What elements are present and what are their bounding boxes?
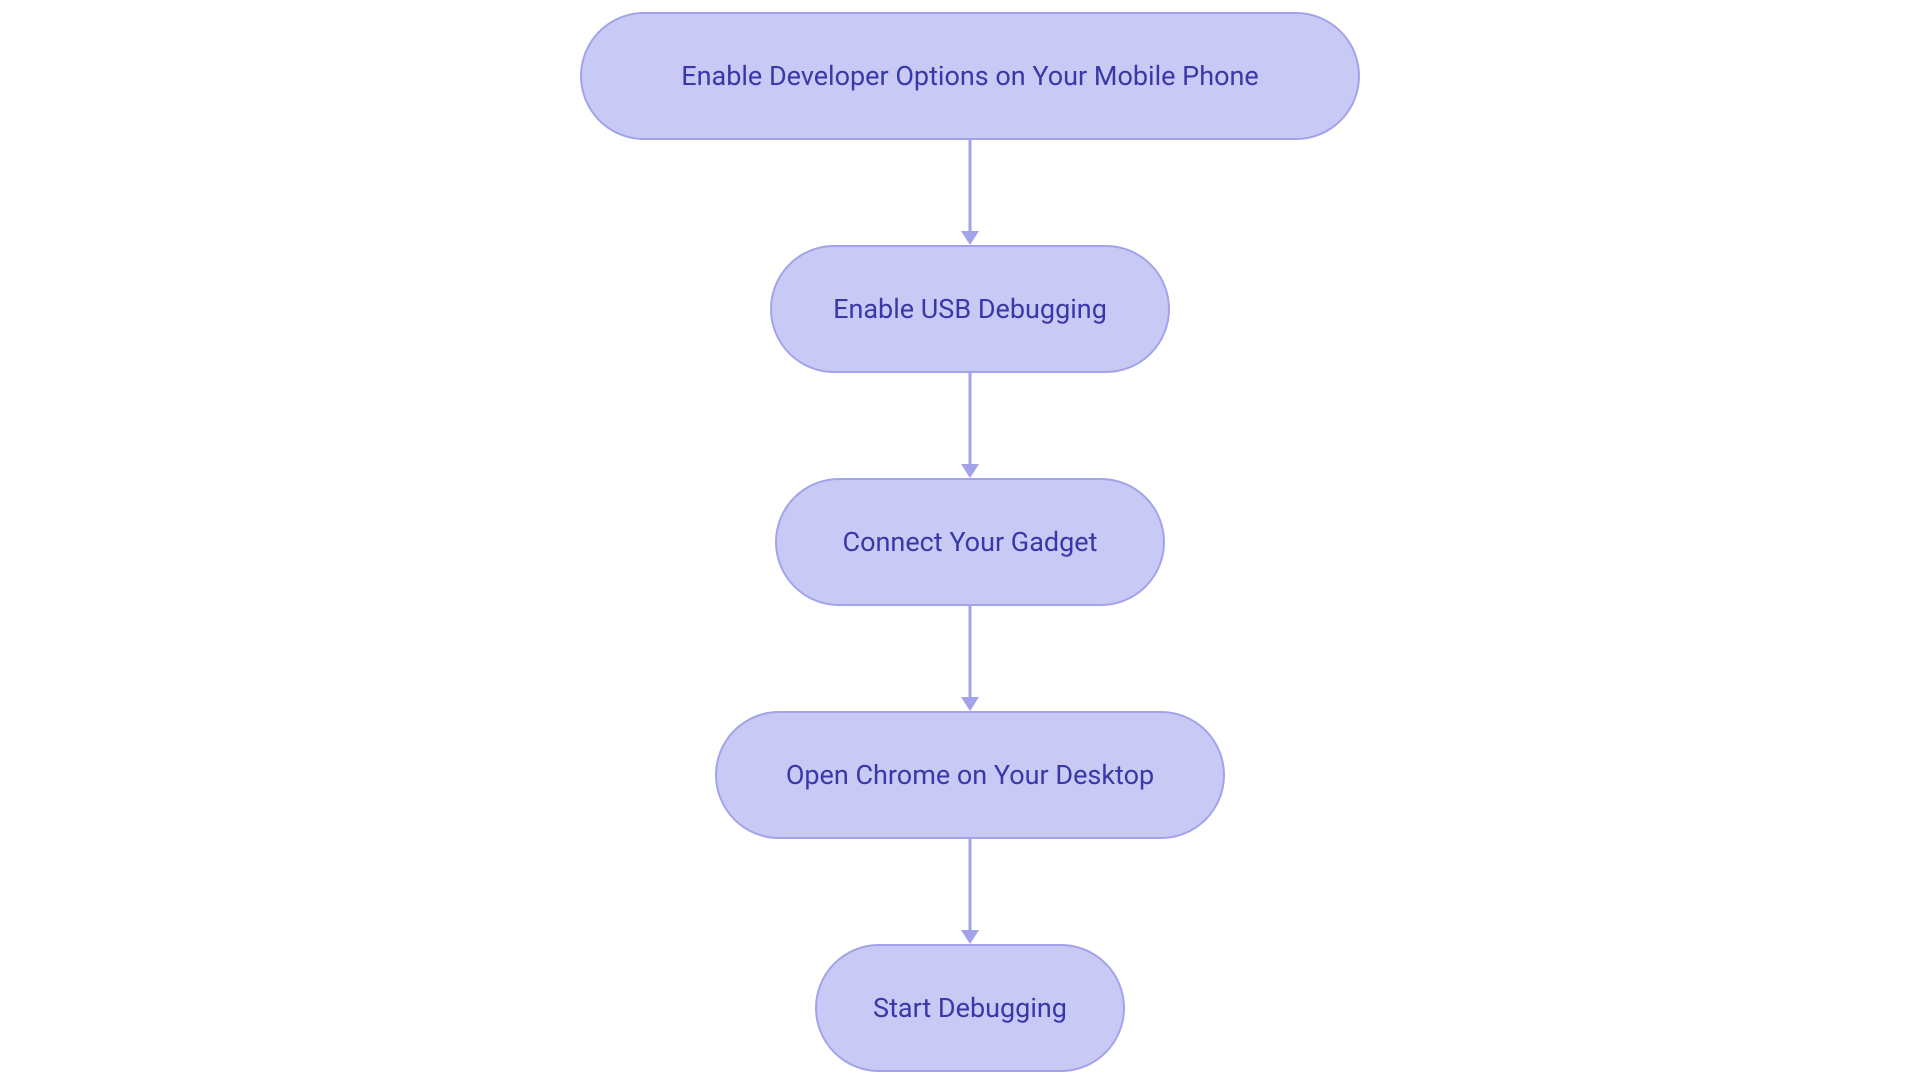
- flowchart-canvas: Enable Developer Options on Your Mobile …: [0, 0, 1920, 1083]
- flowchart-arrowhead: [961, 231, 979, 245]
- flowchart-node: Open Chrome on Your Desktop: [715, 711, 1225, 839]
- flowchart-arrow: [969, 373, 972, 464]
- flowchart-node: Connect Your Gadget: [775, 478, 1165, 606]
- node-label: Open Chrome on Your Desktop: [786, 759, 1154, 791]
- flowchart-node: Start Debugging: [815, 944, 1125, 1072]
- node-label: Enable Developer Options on Your Mobile …: [681, 60, 1258, 92]
- flowchart-node: Enable USB Debugging: [770, 245, 1170, 373]
- flowchart-arrowhead: [961, 930, 979, 944]
- flowchart-arrow: [969, 140, 972, 231]
- flowchart-arrowhead: [961, 697, 979, 711]
- flowchart-arrowhead: [961, 464, 979, 478]
- node-label: Start Debugging: [873, 992, 1067, 1024]
- flowchart-arrow: [969, 839, 972, 930]
- node-label: Connect Your Gadget: [843, 526, 1098, 558]
- flowchart-arrow: [969, 606, 972, 697]
- flowchart-node: Enable Developer Options on Your Mobile …: [580, 12, 1360, 140]
- node-label: Enable USB Debugging: [833, 293, 1107, 325]
